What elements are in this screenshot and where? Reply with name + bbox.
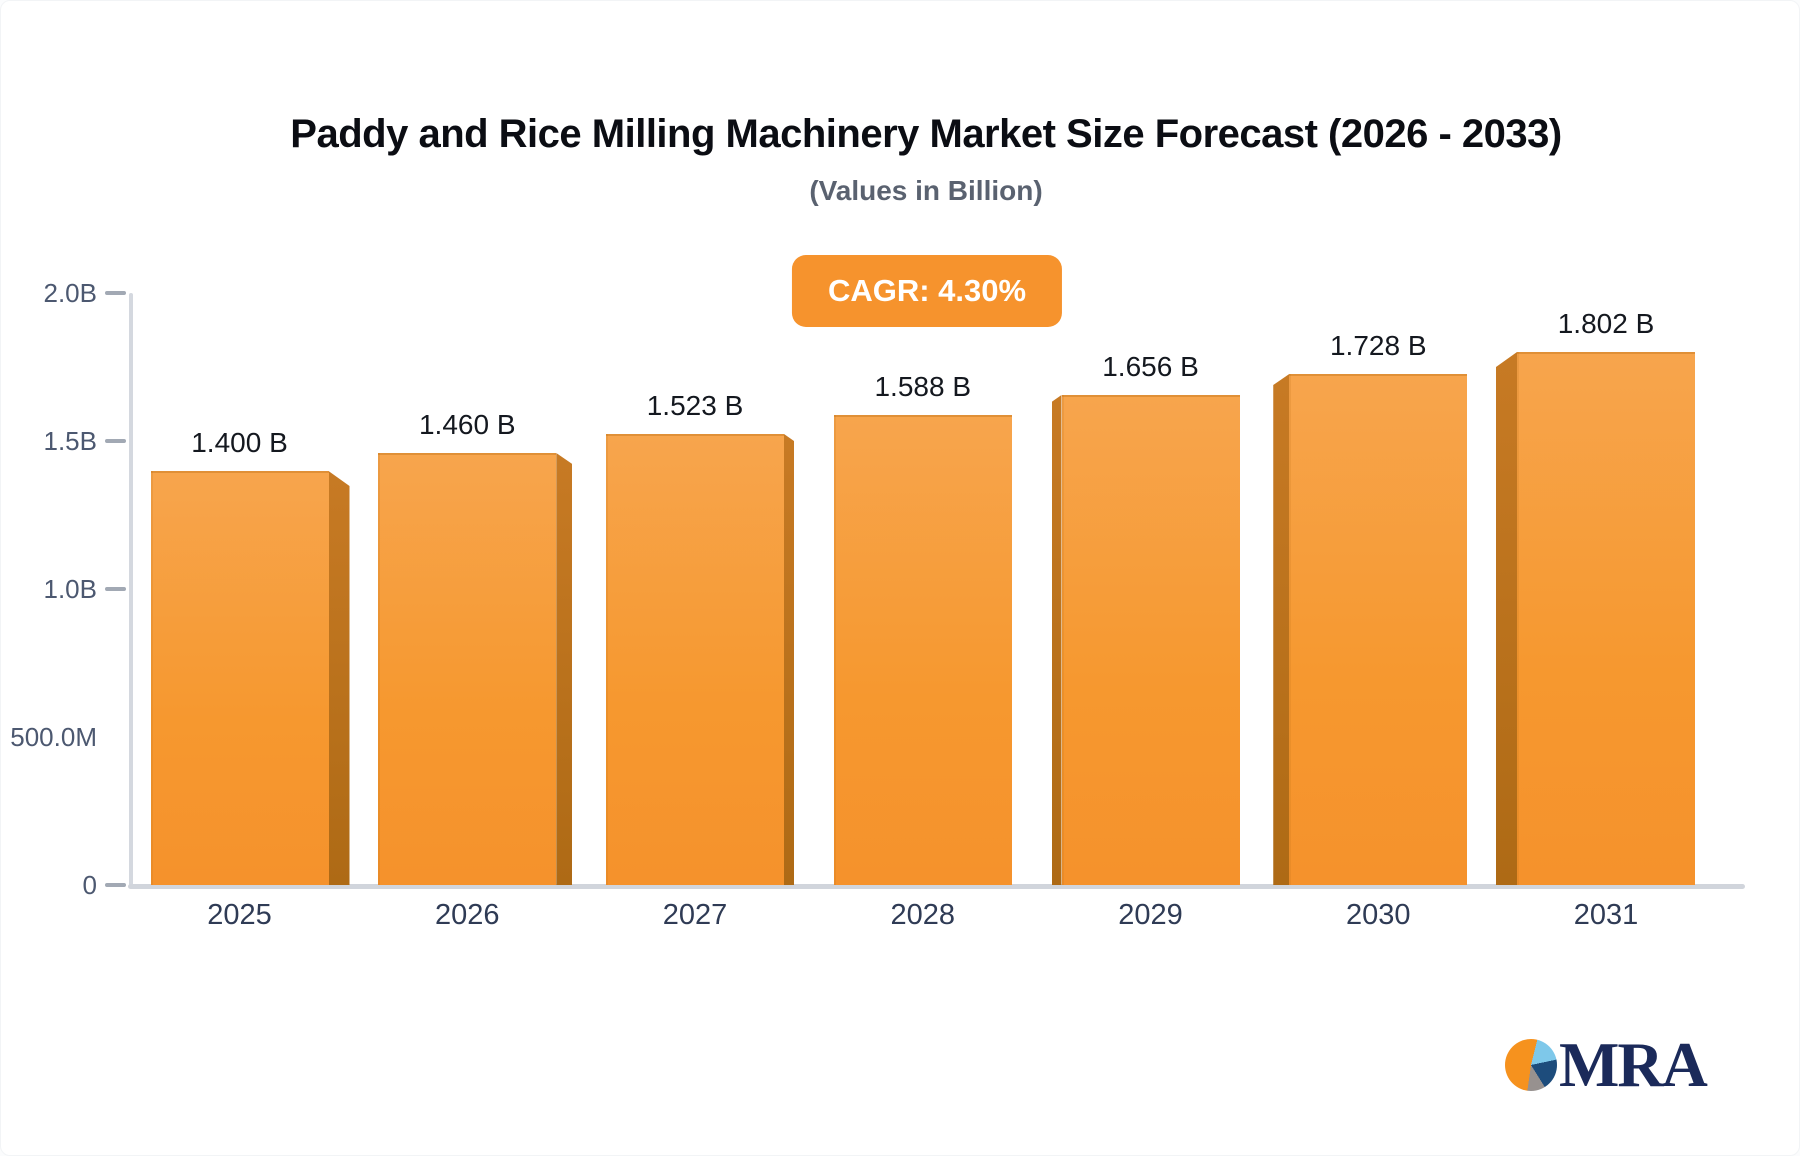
x-axis-label: 2025 [207, 899, 272, 931]
bar-2028[interactable] [833, 415, 1012, 885]
y-axis-tick-mark [105, 439, 126, 443]
x-axis-label: 2030 [1345, 899, 1411, 931]
y-axis-tick-label: 1.0B [43, 574, 98, 604]
bar-value-label: 1.400 B [191, 427, 288, 458]
bar-2030[interactable] [1289, 374, 1468, 885]
bar-2029[interactable] [1061, 395, 1240, 885]
bar-value-label: 1.656 B [1102, 351, 1199, 382]
bar-value-label: 1.460 B [418, 409, 516, 440]
y-axis-line [129, 293, 133, 886]
bar-2025[interactable] [150, 471, 329, 885]
cagr-badge: CAGR: 4.30% [791, 255, 1063, 327]
mra-logo: MRA [1505, 1029, 1708, 1100]
bar-3d-side [328, 471, 350, 885]
y-axis-tick-label: 0 [82, 870, 97, 900]
x-axis-label: 2029 [1118, 899, 1183, 931]
x-axis-label: 2031 [1573, 899, 1639, 931]
y-axis-tick-mark [105, 587, 126, 591]
x-axis-label: 2027 [662, 899, 728, 931]
bar-2027[interactable] [606, 434, 784, 885]
y-axis-tick-label: 500.0M [10, 722, 97, 752]
bar-2026[interactable] [378, 453, 557, 885]
bar-3d-side [556, 453, 573, 885]
y-axis-tick-mark [105, 291, 126, 295]
bar-2031[interactable] [1517, 352, 1695, 885]
bar-value-label: 1.588 B [874, 371, 972, 402]
x-axis-line [128, 884, 1745, 889]
bar-value-label: 1.728 B [1329, 330, 1427, 361]
mra-pie-logo-icon [1505, 1039, 1557, 1091]
bar-3d-side [1273, 374, 1290, 885]
bar-value-label: 1.802 B [1557, 308, 1655, 339]
bar-3d-side [784, 434, 794, 885]
bar-value-label: 1.523 B [646, 390, 744, 421]
page-subtitle: (Values in Billion) [809, 175, 1043, 206]
y-axis-tick-label: 1.5B [43, 426, 98, 456]
y-axis-tick-label: 2.0B [43, 278, 98, 308]
bar-3d-side [1051, 395, 1062, 885]
page-title: Paddy and Rice Milling Machinery Market … [290, 112, 1562, 156]
y-axis-tick-mark [105, 883, 126, 887]
x-axis-label: 2026 [434, 899, 500, 931]
x-axis-label: 2028 [890, 899, 955, 931]
bar-3d-side [1496, 352, 1517, 885]
mra-logo-text: MRA [1559, 1029, 1708, 1100]
